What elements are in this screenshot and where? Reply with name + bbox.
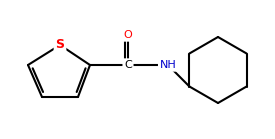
Text: NH: NH — [160, 60, 176, 70]
Text: C: C — [124, 60, 132, 70]
Text: O: O — [124, 30, 132, 40]
Text: S: S — [56, 39, 65, 52]
